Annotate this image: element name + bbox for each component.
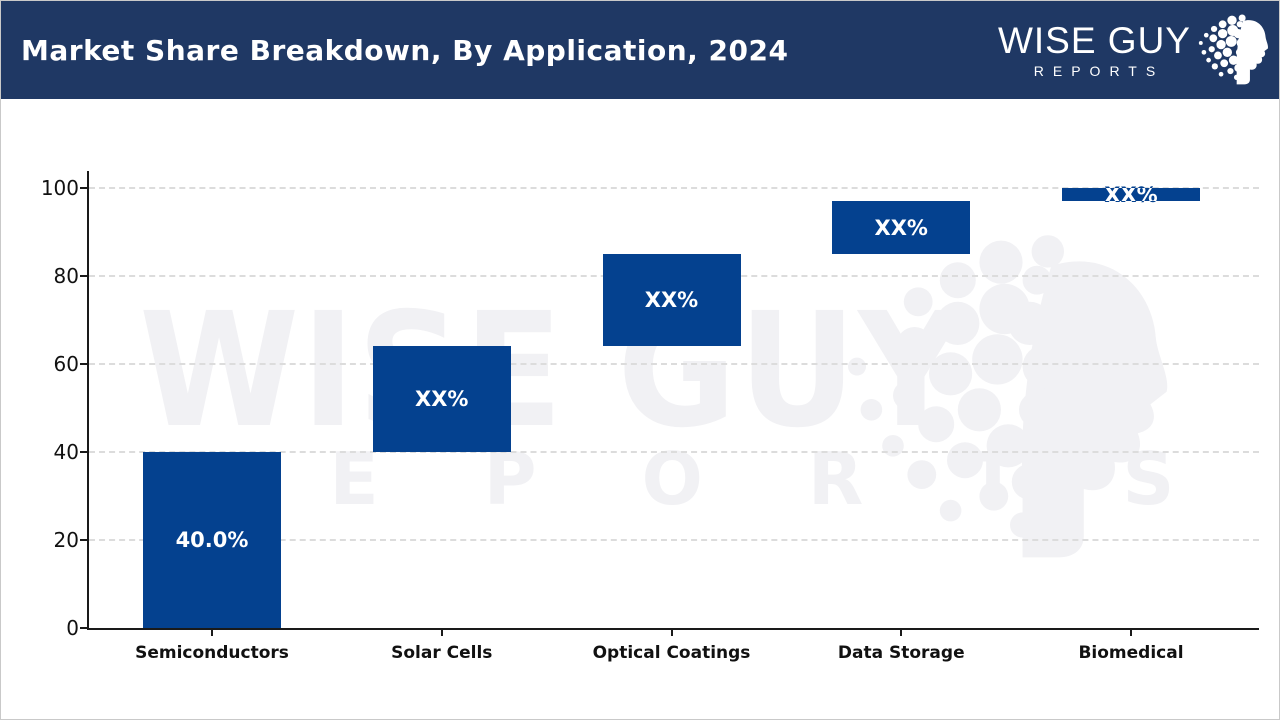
bar-value-label-biomedical: XX% xyxy=(1104,188,1158,202)
ytick-label-0: 0 xyxy=(66,616,79,640)
ytick-label-100: 100 xyxy=(40,176,79,200)
bar-semiconductors: 40.0% xyxy=(143,452,281,628)
ytick-mark-20 xyxy=(80,539,88,541)
ytick-label-40: 40 xyxy=(53,440,79,464)
category-label-optical-coatings: Optical Coatings xyxy=(592,643,751,663)
x-axis-spine xyxy=(87,628,1259,630)
ytick-mark-40 xyxy=(80,451,88,453)
ytick-label-60: 60 xyxy=(53,352,79,376)
watermark-line1: WISE GUY xyxy=(139,279,966,463)
category-label-biomedical: Biomedical xyxy=(1078,643,1184,663)
bar-value-label-semiconductors: 40.0% xyxy=(175,528,249,552)
ytick-label-20: 20 xyxy=(53,528,79,552)
gridline-60 xyxy=(89,363,1259,365)
market-share-chart: WISE GUY R E P O R T S 0 20 40 60 80 100 40.0%… xyxy=(1,99,1279,715)
bar-value-label-data-storage: XX% xyxy=(874,215,928,240)
header: Market Share Breakdown, By Application, … xyxy=(1,1,1279,99)
bar-value-label-optical-coatings: XX% xyxy=(644,288,699,313)
logo-wordmark: WISE GUY xyxy=(997,19,1191,61)
gridline-100 xyxy=(89,187,1259,189)
ytick-mark-0 xyxy=(80,627,88,629)
bar-value-label-solar-cells: XX% xyxy=(415,387,469,412)
bar-optical-coatings: XX% xyxy=(602,254,741,347)
ytick-mark-60 xyxy=(80,363,88,365)
gridline-20 xyxy=(89,539,1259,541)
gridline-40 xyxy=(89,451,1259,453)
bar-data-storage: XX% xyxy=(832,201,971,254)
ytick-mark-100 xyxy=(80,187,88,189)
logo-text: WISE GUY REPORTS xyxy=(998,22,1191,79)
bar-biomedical: XX% xyxy=(1062,188,1200,202)
bar-solar-cells: XX% xyxy=(372,346,511,452)
xtick-mark-optical-coatings xyxy=(670,629,673,636)
ytick-mark-80 xyxy=(80,275,88,277)
xtick-mark-biomedical xyxy=(1130,629,1132,636)
xtick-mark-solar-cells xyxy=(440,629,443,636)
wiseguy-head-icon xyxy=(1193,8,1271,92)
wiseguy-logo: WISE GUY REPORTS xyxy=(998,8,1271,92)
xtick-mark-data-storage xyxy=(900,629,903,636)
category-label-solar-cells: Solar Cells xyxy=(391,643,493,663)
category-label-data-storage: Data Storage xyxy=(837,643,965,663)
page-title: Market Share Breakdown, By Application, … xyxy=(21,33,789,67)
y-axis-spine xyxy=(87,171,89,630)
xtick-mark-semiconductors xyxy=(211,629,213,636)
ytick-label-80: 80 xyxy=(53,264,79,288)
logo-tagline: REPORTS xyxy=(1033,62,1165,79)
category-label-semiconductors: Semiconductors xyxy=(135,643,289,663)
